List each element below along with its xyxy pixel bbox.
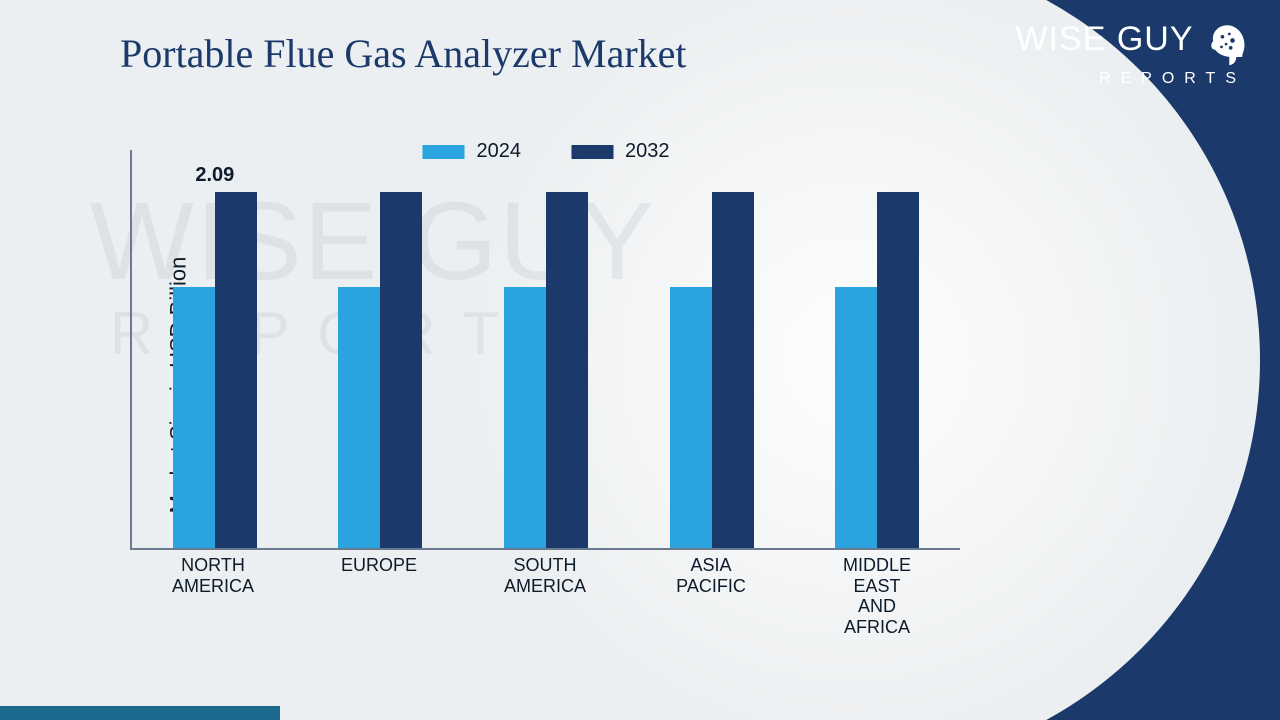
chart-zone: Market Size in USD Billion 20242032 2.09… <box>60 150 960 620</box>
bar-2032 <box>215 192 257 548</box>
brand-line2: REPORTS <box>1016 71 1250 87</box>
plot-area: 20242032 2.09 <box>130 150 960 550</box>
bar-group: 2.09 <box>155 192 275 548</box>
bar-group <box>817 192 937 548</box>
x-axis-label: SOUTHAMERICA <box>485 555 605 638</box>
bar-2024 <box>835 287 877 548</box>
bar-2032 <box>877 192 919 548</box>
bar-2024 <box>670 287 712 548</box>
head-icon <box>1204 23 1250 69</box>
bar-group <box>320 192 440 548</box>
brand-line1: WISE GUY <box>1016 20 1194 58</box>
bar-group <box>652 192 772 548</box>
bar-value-label: 2.09 <box>155 164 275 187</box>
bar-group <box>486 192 606 548</box>
bar-2024 <box>504 287 546 548</box>
bar-groups: 2.09 <box>132 150 960 548</box>
brand-logo: WISE GUY REPORTS <box>1016 22 1250 87</box>
side-panel <box>960 0 1280 720</box>
canvas: WISE GUY REPORTS Portable Flue Gas Analy… <box>0 0 1280 720</box>
bar-2032 <box>546 192 588 548</box>
x-axis-label: NORTHAMERICA <box>153 555 273 638</box>
x-axis-labels: NORTHAMERICA EUROPE SOUTHAMERICA ASIAPACIFI… <box>130 555 960 638</box>
bar-2024 <box>338 287 380 548</box>
bar-2032 <box>712 192 754 548</box>
accent-bar <box>0 706 280 720</box>
x-axis-label: MIDDLEEASTANDAFRICA <box>817 555 937 638</box>
bar-2032 <box>380 192 422 548</box>
x-axis-label: ASIAPACIFIC <box>651 555 771 638</box>
x-axis-label: EUROPE <box>319 555 439 638</box>
bar-2024 <box>173 287 215 548</box>
chart-title: Portable Flue Gas Analyzer Market <box>120 30 687 77</box>
